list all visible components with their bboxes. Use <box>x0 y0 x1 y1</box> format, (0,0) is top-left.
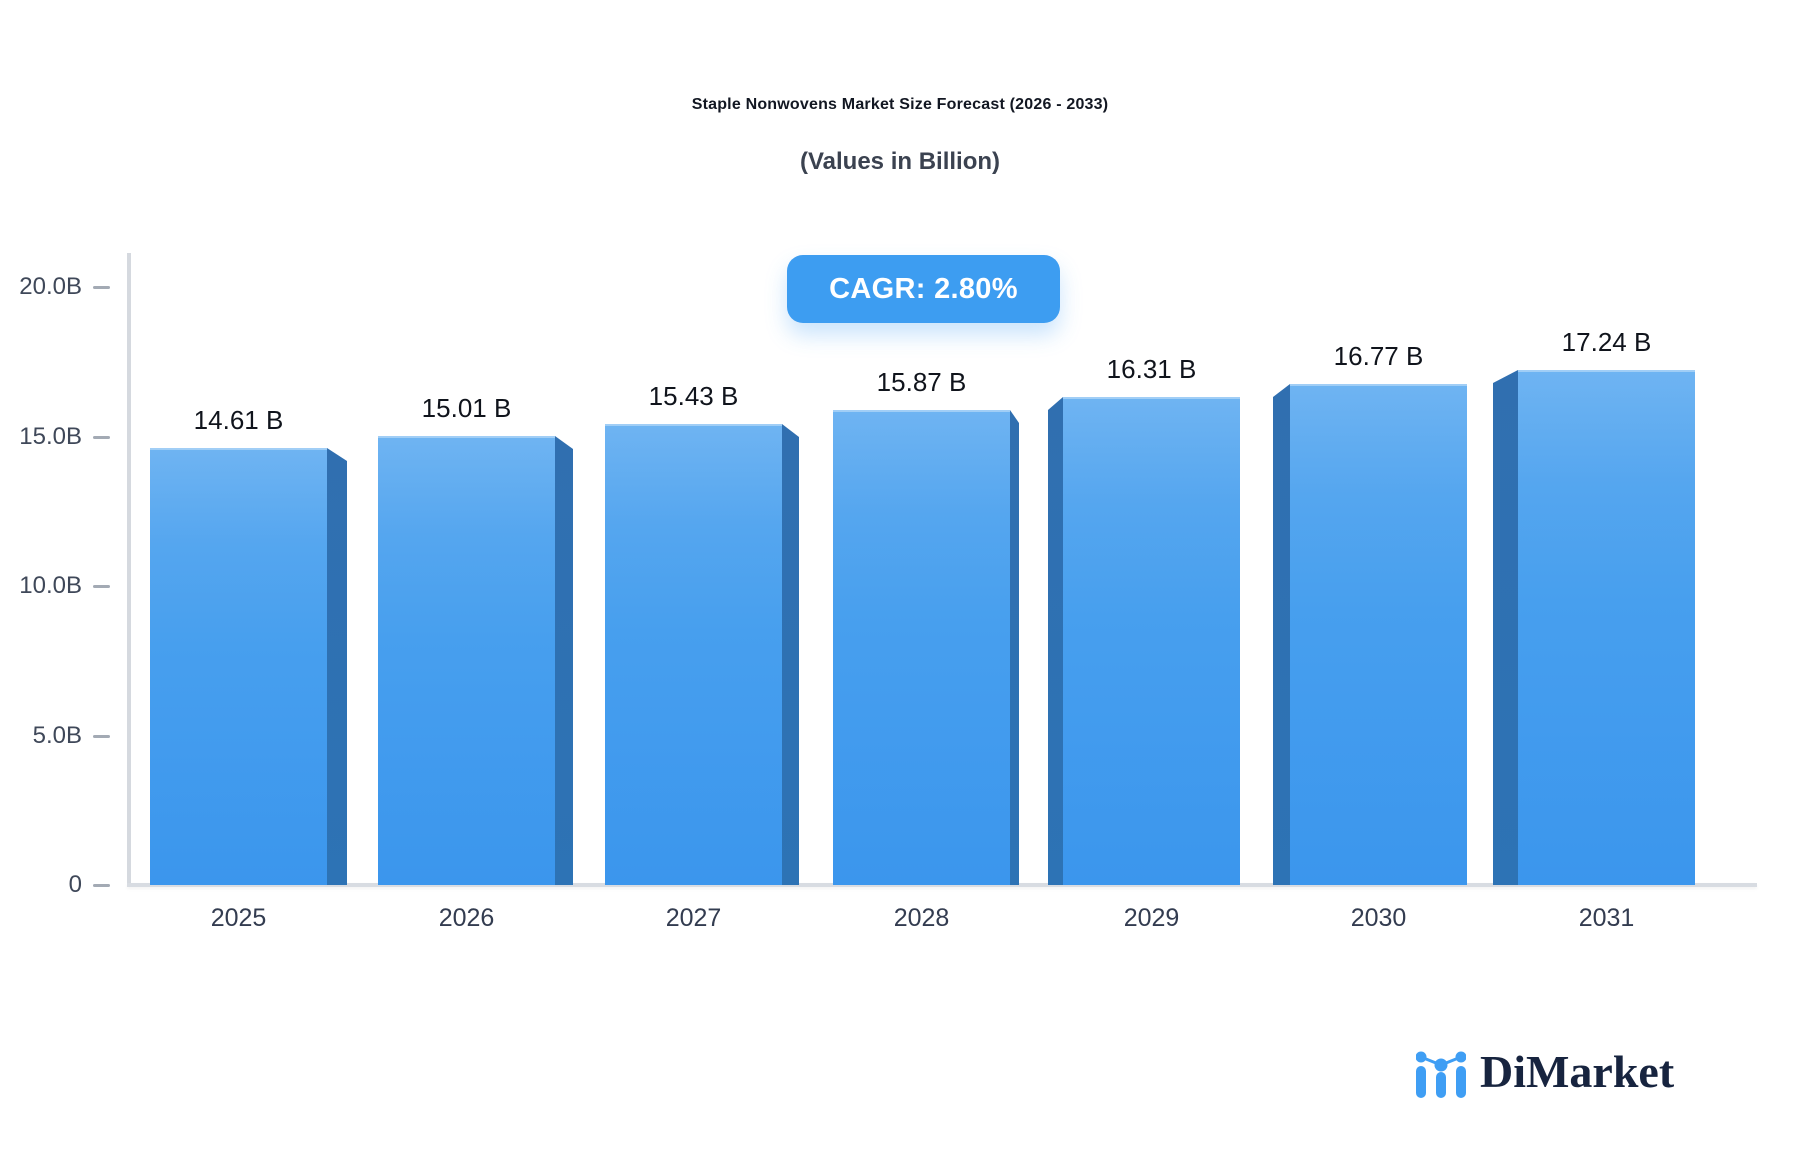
x-axis-category-label: 2025 <box>210 904 267 932</box>
bar[interactable] <box>1290 384 1467 885</box>
bar[interactable] <box>150 448 327 885</box>
cagr-badge-label: CAGR: 2.80% <box>829 272 1018 305</box>
bar[interactable] <box>1518 370 1695 885</box>
bar-value-label: 15.87 B <box>876 367 967 397</box>
cagr-badge: CAGR: 2.80% <box>787 255 1060 323</box>
y-axis-tick-mark <box>93 734 110 738</box>
brand-logo: DiMarket <box>1416 1044 1674 1100</box>
y-axis-tick-mark <box>93 884 110 887</box>
bar-3d-side <box>1010 410 1019 885</box>
x-axis-category-label: 2029 <box>1123 904 1180 932</box>
y-axis-tick-mark <box>93 435 110 439</box>
y-axis-tick-mark <box>93 585 110 588</box>
bar-3d-side <box>1048 397 1063 885</box>
x-axis-category-label: 2030 <box>1350 904 1407 932</box>
bar[interactable] <box>833 410 1010 885</box>
y-axis-tick-label: 15.0B <box>19 422 82 450</box>
x-axis-category-label: 2031 <box>1578 904 1635 932</box>
chart-subtitle: (Values in Billion) <box>799 148 1001 175</box>
y-axis-tick-label: 20.0B <box>19 273 82 300</box>
bar-value-label: 15.01 B <box>421 393 512 423</box>
x-axis-category-label: 2028 <box>893 904 950 932</box>
bar-3d-side <box>1273 384 1290 885</box>
bar-line-chart-icon <box>1416 1051 1466 1098</box>
x-axis-line <box>127 883 1757 887</box>
bar[interactable] <box>605 424 782 885</box>
y-axis-tick-label: 5.0B <box>32 721 82 749</box>
bar-value-label: 17.24 B <box>1561 327 1652 357</box>
bar[interactable] <box>378 436 555 885</box>
x-axis-category-label: 2026 <box>438 904 495 932</box>
y-axis-tick-mark <box>93 286 110 289</box>
bar-value-label: 16.31 B <box>1106 354 1197 384</box>
y-axis-line <box>127 253 131 887</box>
bar-3d-side <box>782 424 799 885</box>
chart-title: Staple Nonwovens Market Size Forecast (2… <box>691 96 1109 113</box>
bar-3d-side <box>555 436 573 885</box>
y-axis-tick-label: 0 <box>68 871 82 898</box>
bar-3d-side <box>327 448 347 885</box>
x-axis-category-label: 2027 <box>665 904 722 932</box>
bar-value-label: 15.43 B <box>648 381 739 411</box>
bar-value-label: 14.61 B <box>193 405 284 435</box>
bar-value-label: 16.77 B <box>1333 341 1424 371</box>
y-axis-tick-label: 10.0B <box>19 572 82 599</box>
bar[interactable] <box>1063 397 1240 885</box>
brand-name: DiMarket <box>1480 1046 1675 1097</box>
bar-3d-side <box>1493 370 1518 885</box>
